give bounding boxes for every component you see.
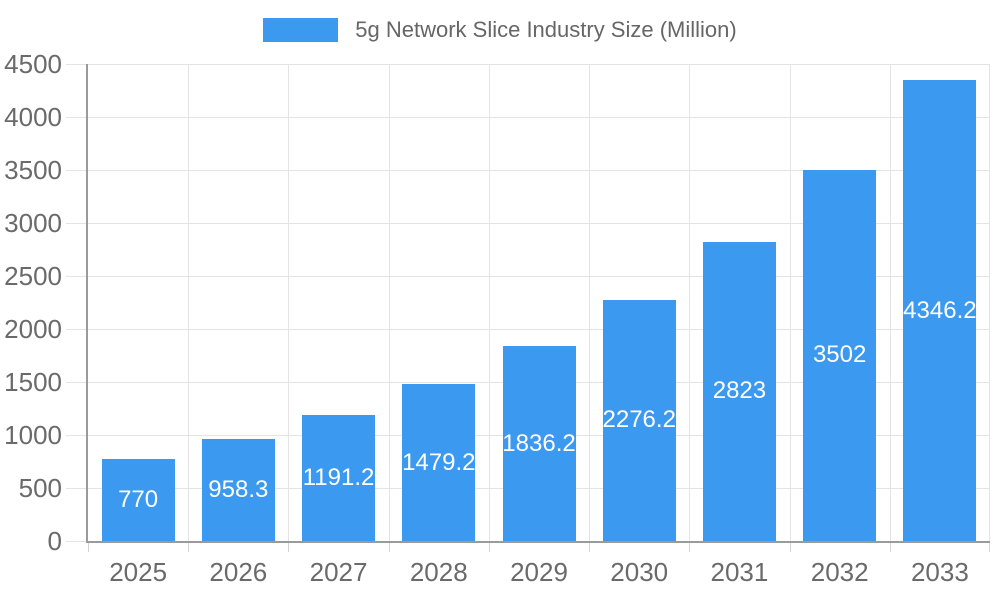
x-axis-tick-label: 2025: [109, 557, 168, 587]
x-tick: [589, 543, 591, 552]
y-tick: [66, 541, 86, 542]
x-axis-tick-label: 2032: [810, 557, 869, 587]
bar-2027: 1191.2: [302, 414, 376, 541]
bar-2032: 3502: [803, 169, 877, 541]
bar-value-label: 2823: [712, 377, 767, 405]
legend-swatch-icon: [263, 18, 339, 42]
x-gridline: [689, 64, 691, 541]
y-axis-tick-label: 2500: [4, 261, 62, 291]
bar-value-label: 958.3: [208, 476, 269, 504]
x-gridline: [889, 64, 891, 541]
x-tick: [288, 543, 290, 552]
y-gridline: [88, 276, 990, 277]
x-gridline: [989, 64, 990, 541]
bar-value-label: 1479.2: [402, 448, 476, 476]
x-axis-tick-label: 2029: [510, 557, 568, 587]
legend-label: 5g Network Slice Industry Size (Million): [355, 17, 737, 42]
y-gridline: [88, 223, 990, 224]
bar-value-label: 3502: [812, 341, 867, 369]
x-axis-tick-label: 2028: [409, 557, 468, 587]
y-tick: [66, 276, 86, 277]
y-axis-tick-label: 1500: [4, 367, 62, 397]
bar-value-label: 4346.2: [903, 296, 977, 324]
x-tick: [188, 543, 190, 552]
y-tick: [66, 488, 86, 489]
bar-2029: 1836.2: [502, 346, 576, 541]
y-tick: [66, 117, 86, 118]
bar-2030: 2276.2: [602, 299, 676, 541]
y-gridline: [88, 329, 990, 330]
y-axis-tick-label: 4000: [4, 102, 62, 132]
y-tick: [66, 435, 86, 436]
x-tick: [889, 543, 891, 552]
x-axis-tick-label: 2030: [610, 557, 669, 587]
x-gridline: [789, 64, 791, 541]
y-axis-tick-label: 3000: [4, 208, 62, 238]
y-axis-tick-label: 0: [47, 526, 62, 556]
bar-value-label: 1191.2: [302, 463, 375, 491]
y-gridline: [88, 117, 990, 118]
x-gridline: [488, 64, 490, 541]
y-tick: [66, 170, 86, 171]
x-gridline: [288, 64, 290, 541]
plot-area: 770 958.3 1191.2 1479.2 1836.2 2276.2 2823 3502…: [66, 64, 990, 552]
bar-2031: 2823: [702, 241, 776, 541]
x-axis-tick-label: 2033: [910, 557, 969, 587]
x-tick: [789, 543, 791, 552]
y-axis-tick-label: 4500: [4, 49, 62, 79]
x-tick: [689, 543, 691, 552]
bar-value-label: 2276.2: [602, 406, 676, 434]
y-tick: [66, 382, 86, 383]
x-tick: [989, 543, 990, 552]
x-axis-tick-label: 2027: [309, 557, 368, 587]
y-axis-tick-label: 1000: [4, 420, 62, 450]
y-gridline: [88, 64, 990, 65]
bar-value-label: 770: [118, 486, 159, 514]
y-tick: [66, 223, 86, 224]
bar-2033: 4346.2: [903, 80, 977, 541]
legend[interactable]: 5g Network Slice Industry Size (Million): [0, 17, 1000, 43]
y-axis-tick-label: 2000: [4, 314, 62, 344]
x-axis-labels: 2025 2026 2027 2028 2029 2030 2031 2032 2033: [88, 557, 990, 591]
y-axis-labels: 0 500 1000 1500 2000 2500 3000 3500 4000 4500: [0, 51, 62, 554]
x-gridline: [388, 64, 390, 541]
x-tick: [388, 543, 390, 552]
y-tick: [66, 64, 86, 65]
y-axis-tick-label: 3500: [4, 155, 62, 185]
x-axis-tick-label: 2031: [710, 557, 769, 587]
x-tick: [488, 543, 490, 552]
x-tick: [88, 543, 89, 552]
bar-value-label: 1836.2: [502, 429, 576, 457]
x-gridline: [188, 64, 190, 541]
bar-2026: 958.3: [201, 439, 275, 541]
y-gridline: [88, 170, 990, 171]
y-axis-tick-label: 500: [18, 473, 62, 503]
bar-2028: 1479.2: [402, 384, 475, 541]
x-axis-tick-label: 2026: [209, 557, 268, 587]
bar-2025: 770: [101, 459, 175, 541]
x-gridline: [589, 64, 591, 541]
y-tick: [66, 329, 86, 330]
